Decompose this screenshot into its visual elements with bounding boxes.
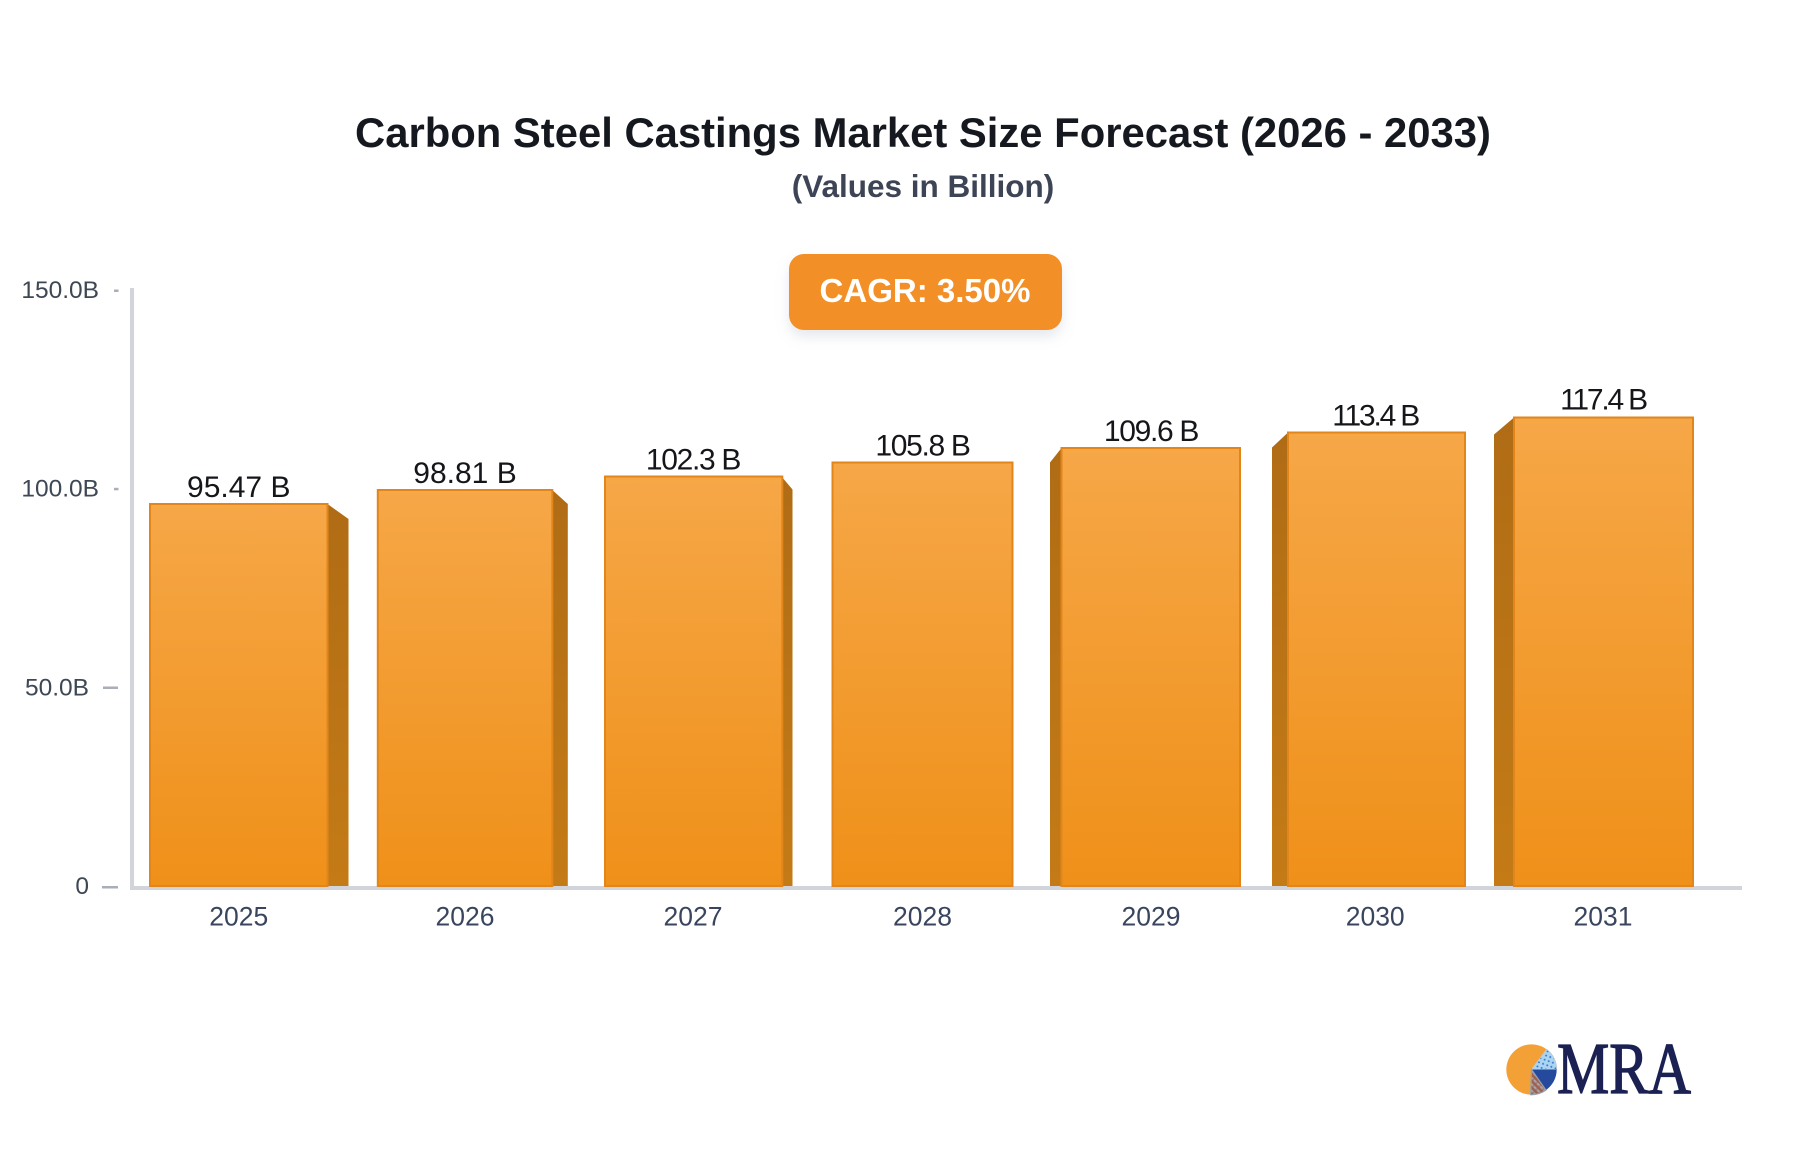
svg-text:105.8 B: 105.8 B <box>875 430 970 463</box>
svg-text:MRA: MRA <box>1557 1028 1691 1109</box>
svg-text:100.0B: 100.0B <box>21 476 99 503</box>
svg-text:109.6 B: 109.6 B <box>1104 415 1199 448</box>
svg-text:Carbon Steel Castings Market S: Carbon Steel Castings Market Size Foreca… <box>355 109 1491 156</box>
svg-text:150.0B: 150.0B <box>21 277 99 304</box>
svg-text:2031: 2031 <box>1574 902 1633 932</box>
svg-text:113.4 B: 113.4 B <box>1332 400 1419 433</box>
svg-text:102.3 B: 102.3 B <box>646 444 741 477</box>
svg-text:117.4 B: 117.4 B <box>1560 384 1647 417</box>
svg-text:50.0B: 50.0B <box>25 675 89 702</box>
svg-text:(Values in Billion): (Values in Billion) <box>792 168 1055 204</box>
svg-text:CAGR: 3.50%: CAGR: 3.50% <box>820 272 1031 309</box>
svg-text:95.47 B: 95.47 B <box>187 471 290 504</box>
svg-text:2027: 2027 <box>664 902 723 932</box>
svg-text:2029: 2029 <box>1122 902 1181 932</box>
svg-text:2025: 2025 <box>209 902 268 932</box>
svg-text:2026: 2026 <box>436 902 495 932</box>
svg-text:2030: 2030 <box>1346 902 1405 932</box>
svg-text:98.81 B: 98.81 B <box>413 457 516 490</box>
svg-text:0: 0 <box>75 873 89 900</box>
svg-text:2028: 2028 <box>893 902 952 932</box>
